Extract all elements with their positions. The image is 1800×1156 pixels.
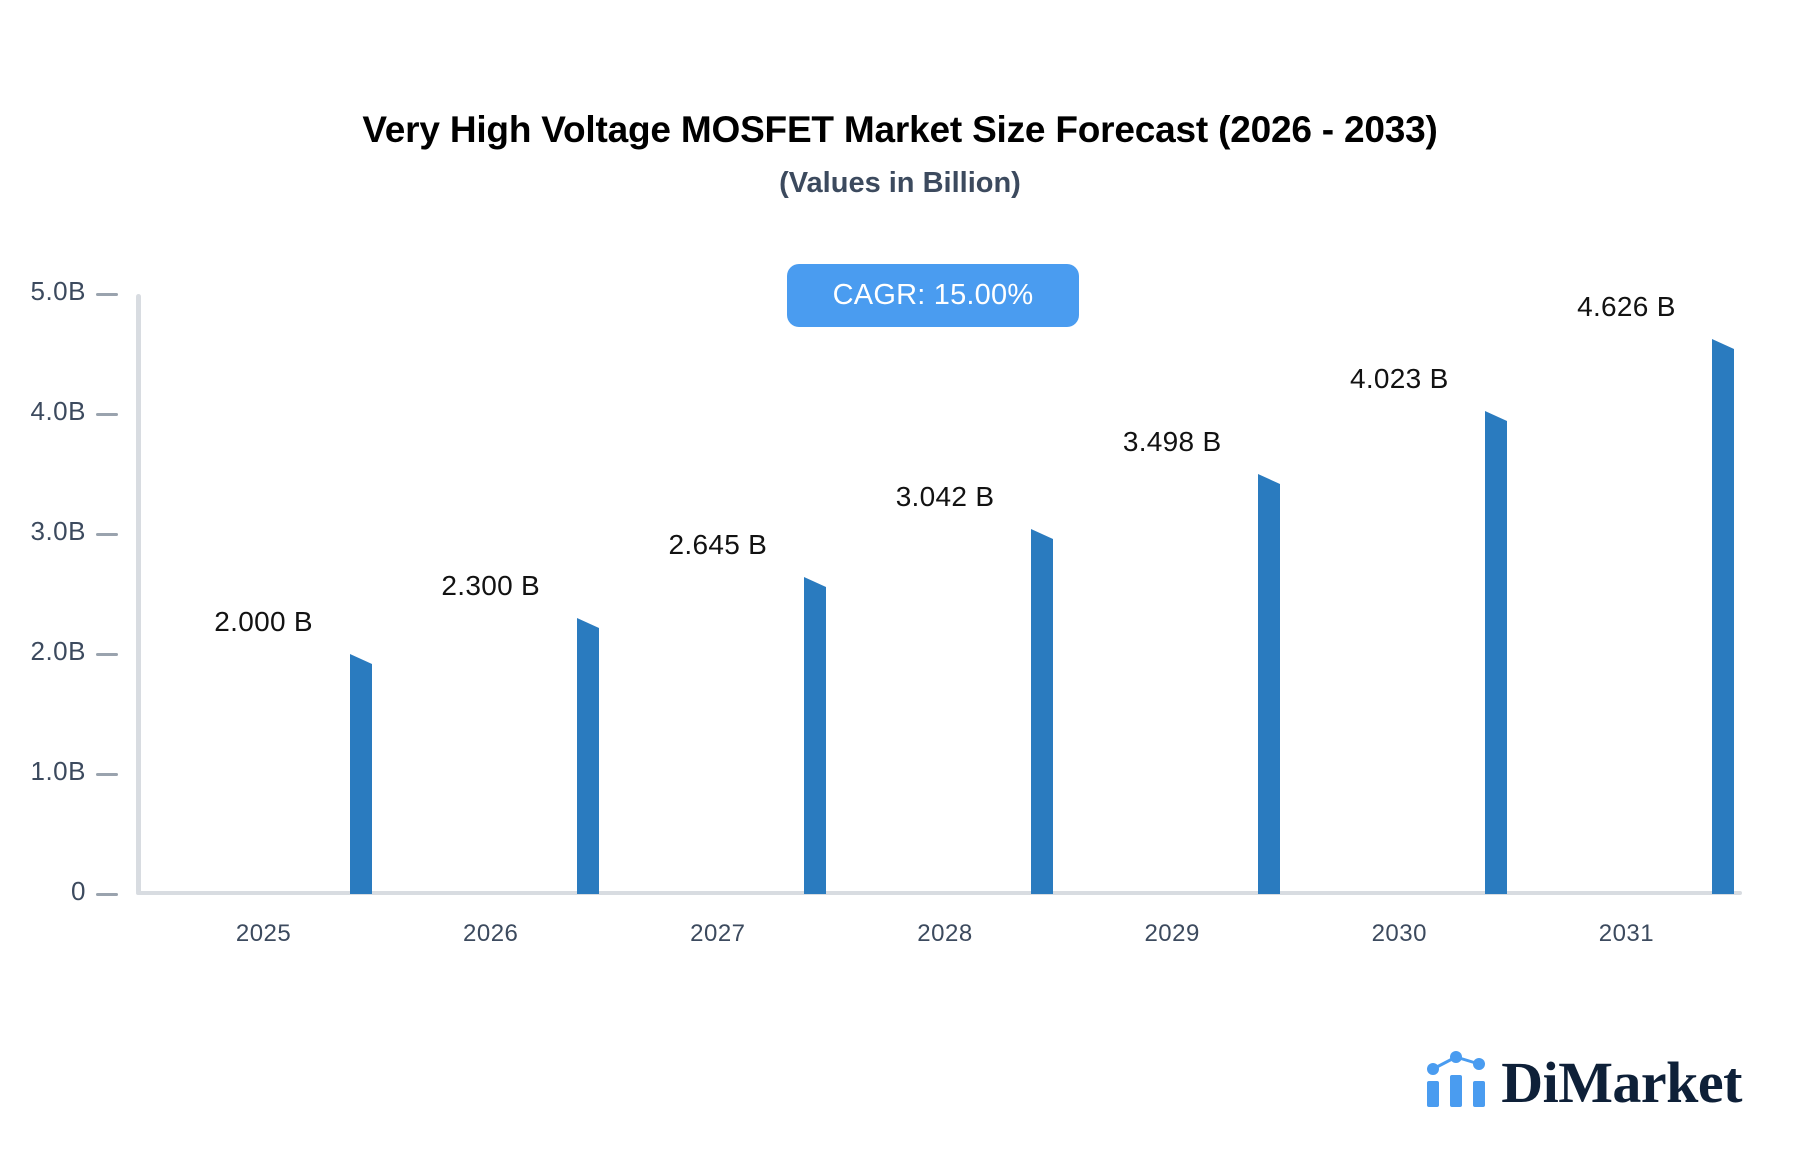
bar-value-label: 4.023 B <box>1349 363 1449 395</box>
y-axis-tick-label: 1.0B <box>30 756 86 786</box>
chart-header: Very High Voltage MOSFET Market Size For… <box>0 109 1800 200</box>
bar[interactable] <box>178 654 372 894</box>
bar[interactable] <box>632 576 826 894</box>
bar[interactable] <box>1540 338 1735 894</box>
x-axis-line <box>136 891 1742 895</box>
brand-name: DiMarket <box>1501 1049 1742 1115</box>
x-axis-tick-label: 2030 <box>1371 920 1427 947</box>
x-axis-tick-label: 2025 <box>235 920 292 947</box>
chart-subtitle: (Values in Billion) <box>779 166 1021 199</box>
y-axis-tick-mark <box>96 773 118 776</box>
y-axis-tick-mark <box>96 413 118 416</box>
y-axis-tick-mark <box>96 293 118 296</box>
bar-top-face <box>1031 528 1053 539</box>
bar-side-face <box>1712 348 1735 894</box>
y-axis-tick-label: 5.0B <box>30 276 86 306</box>
bar-top-face <box>1485 411 1508 422</box>
bar-side-face <box>349 664 372 894</box>
y-axis-tick-mark <box>96 533 118 536</box>
bar-side-face <box>1485 421 1508 894</box>
bar-chart-logo-icon <box>1425 1051 1487 1114</box>
bar-top-face <box>1258 474 1281 485</box>
bar-side-face <box>803 586 826 894</box>
y-axis-tick-mark <box>96 653 118 656</box>
bar-value-label: 2.645 B <box>668 528 768 560</box>
bar-top-face <box>1712 338 1735 349</box>
y-axis-tick-label: 4.0B <box>30 396 86 426</box>
bar-value-label: 4.626 B <box>1577 290 1676 322</box>
x-axis-tick-label: 2027 <box>690 920 746 947</box>
bar[interactable] <box>1313 411 1508 894</box>
y-axis-line <box>136 294 141 894</box>
bar-value-label: 2.000 B <box>214 606 313 637</box>
x-axis-tick-label: 2028 <box>917 920 973 947</box>
bar-value-label: 3.042 B <box>895 480 995 512</box>
bar[interactable] <box>405 618 599 894</box>
y-axis-tick-label: 3.0B <box>30 516 86 546</box>
bar[interactable] <box>1086 474 1281 894</box>
bar-value-label: 3.498 B <box>1122 426 1222 458</box>
y-axis-tick-label: 0 <box>71 876 86 906</box>
y-axis-tick-label: 2.0B <box>30 636 86 666</box>
bar-top-face <box>803 576 826 587</box>
page-title: Very High Voltage MOSFET Market Size For… <box>362 109 1438 150</box>
y-axis-tick-mark <box>96 893 118 896</box>
bar-value-label: 2.300 B <box>441 570 541 601</box>
bar-side-face <box>576 628 599 894</box>
x-axis-tick-label: 2029 <box>1144 920 1200 947</box>
bar-top-face <box>576 618 599 628</box>
bar-side-face <box>1258 484 1281 894</box>
bar-side-face <box>1031 538 1053 894</box>
x-axis-tick-label: 2031 <box>1598 920 1655 947</box>
x-axis-tick-label: 2026 <box>463 920 519 947</box>
brand-logo: DiMarket <box>1425 1051 1742 1114</box>
bar-top-face <box>349 654 372 664</box>
cagr-badge-label: CAGR: 15.00% <box>832 279 1034 311</box>
cagr-badge: CAGR: 15.00% <box>787 264 1079 327</box>
bar[interactable] <box>859 528 1053 894</box>
